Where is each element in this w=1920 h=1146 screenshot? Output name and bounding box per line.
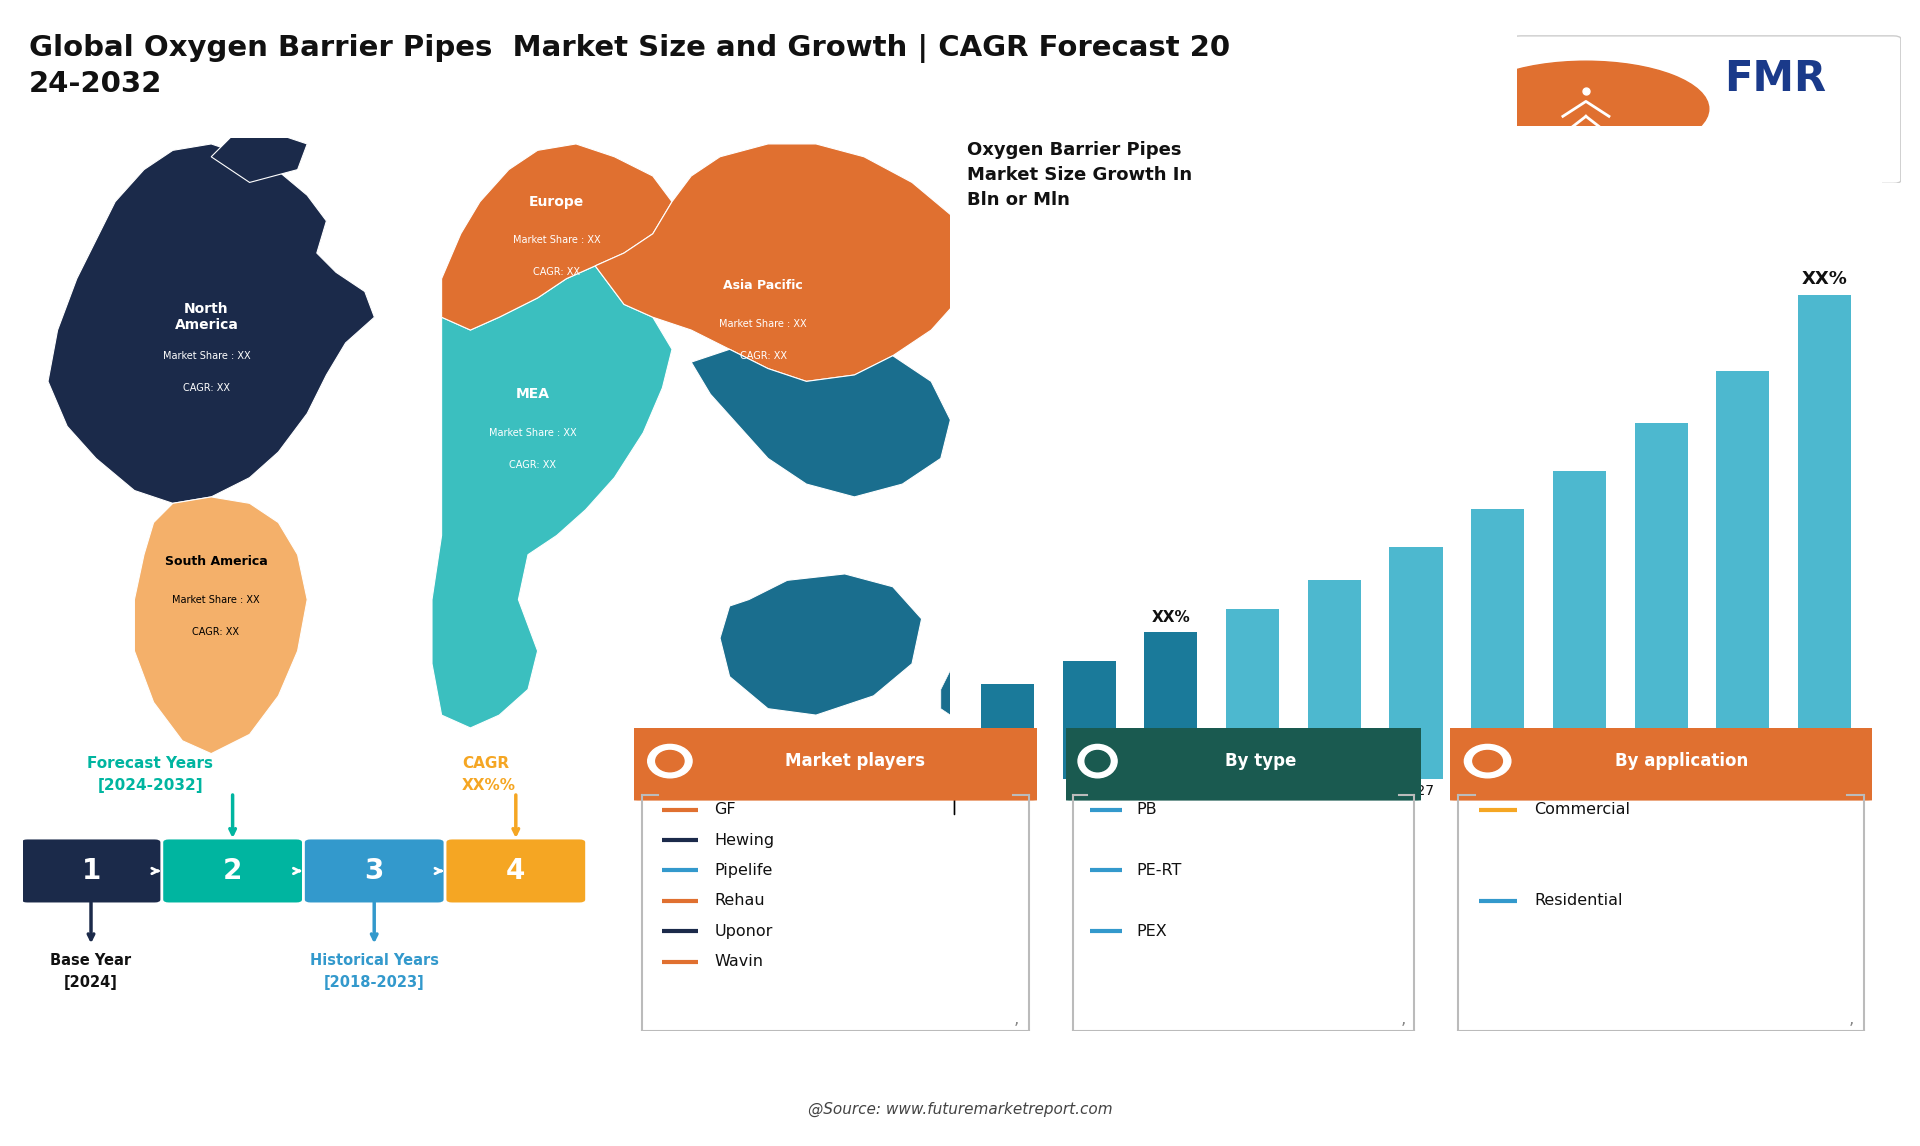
Text: @Source: www.futuremarketreport.com: @Source: www.futuremarketreport.com	[808, 1102, 1112, 1117]
Text: Wavin: Wavin	[714, 955, 764, 970]
Bar	[1634, 424, 1688, 779]
Bar	[1227, 609, 1279, 779]
Text: CAGR: CAGR	[463, 756, 509, 771]
Bar	[1553, 471, 1605, 779]
Polygon shape	[48, 144, 374, 503]
Text: Global Oxygen Barrier Pipes  Market Size and Growth | CAGR Forecast 20
24-2032: Global Oxygen Barrier Pipes Market Size …	[29, 34, 1231, 97]
Text: XX%: XX%	[1152, 610, 1190, 625]
Bar	[1716, 371, 1770, 779]
Text: PE-RT: PE-RT	[1137, 863, 1183, 878]
Text: Market Share : XX: Market Share : XX	[173, 595, 259, 605]
Text: By application: By application	[1615, 752, 1749, 770]
Text: Historical Years: Historical Years	[309, 953, 438, 968]
Bar	[1144, 633, 1198, 779]
Polygon shape	[134, 497, 307, 754]
Text: Market Share : XX: Market Share : XX	[490, 427, 576, 438]
Circle shape	[1077, 745, 1117, 778]
Text: 3: 3	[365, 857, 384, 885]
Circle shape	[647, 745, 691, 778]
Text: Market Share : XX: Market Share : XX	[513, 235, 601, 245]
Text: CAGR: XX: CAGR: XX	[192, 627, 240, 637]
Circle shape	[1473, 751, 1503, 771]
Polygon shape	[691, 350, 950, 497]
Circle shape	[1465, 745, 1511, 778]
Text: CAGR: XX: CAGR: XX	[739, 351, 787, 361]
Polygon shape	[941, 670, 970, 715]
Text: Hewing: Hewing	[714, 833, 774, 848]
Circle shape	[1463, 61, 1709, 157]
Text: ,: ,	[1400, 1011, 1405, 1028]
Text: FMR: FMR	[1724, 58, 1826, 100]
Polygon shape	[211, 131, 307, 182]
Text: MEA: MEA	[516, 387, 549, 401]
Polygon shape	[595, 144, 970, 382]
Text: Pipelife: Pipelife	[714, 863, 772, 878]
FancyBboxPatch shape	[1436, 722, 1885, 801]
Text: CAGR: XX: CAGR: XX	[509, 460, 557, 470]
Text: By type: By type	[1225, 752, 1296, 770]
Text: 1: 1	[81, 857, 100, 885]
Text: Commercial: Commercial	[1534, 802, 1630, 817]
Polygon shape	[432, 266, 672, 728]
Text: Base Year: Base Year	[50, 953, 132, 968]
Text: ,: ,	[1849, 1011, 1853, 1028]
Text: Market Share : XX: Market Share : XX	[720, 319, 806, 329]
Polygon shape	[442, 144, 672, 330]
Text: Asia Pacific: Asia Pacific	[724, 278, 803, 291]
Text: Market players: Market players	[785, 752, 925, 770]
Bar	[981, 684, 1035, 779]
Bar	[1471, 509, 1524, 779]
Bar	[1390, 547, 1442, 779]
Text: [2018-2023]: [2018-2023]	[324, 975, 424, 990]
Bar	[1062, 661, 1116, 779]
FancyBboxPatch shape	[1054, 722, 1432, 801]
FancyBboxPatch shape	[21, 839, 161, 903]
Text: Oxygen Barrier Pipes
Market Size Growth In
Bln or Mln: Oxygen Barrier Pipes Market Size Growth …	[968, 141, 1192, 209]
Text: Forecast Years: Forecast Years	[88, 756, 213, 771]
Text: CAGR: XX: CAGR: XX	[534, 267, 580, 277]
Text: Uponor: Uponor	[714, 924, 772, 939]
FancyBboxPatch shape	[163, 839, 301, 903]
Text: Residential: Residential	[1534, 894, 1622, 909]
Circle shape	[657, 751, 684, 771]
Text: XX%: XX%	[1801, 270, 1847, 289]
Text: 4: 4	[507, 857, 526, 885]
Text: FUTURE MARKET REPORT: FUTURE MARKET REPORT	[1724, 127, 1853, 135]
Text: XX%%: XX%%	[463, 777, 516, 793]
Circle shape	[1085, 751, 1110, 771]
Polygon shape	[720, 574, 922, 715]
Text: [2024]: [2024]	[63, 975, 117, 990]
Text: Market Share : XX: Market Share : XX	[163, 351, 250, 361]
Text: PEX: PEX	[1137, 924, 1167, 939]
FancyBboxPatch shape	[305, 839, 444, 903]
Text: 2: 2	[223, 857, 242, 885]
Text: [2024-2032]: [2024-2032]	[98, 777, 204, 793]
Bar	[1308, 580, 1361, 779]
FancyBboxPatch shape	[447, 839, 586, 903]
Bar	[1797, 296, 1851, 779]
FancyBboxPatch shape	[622, 722, 1048, 801]
Text: GF: GF	[714, 802, 735, 817]
Text: ,: ,	[1014, 1011, 1020, 1028]
Text: Rehau: Rehau	[714, 894, 764, 909]
Text: South America: South America	[165, 555, 267, 567]
Text: CAGR: XX: CAGR: XX	[182, 383, 230, 393]
Text: Europe: Europe	[530, 195, 584, 209]
Text: PB: PB	[1137, 802, 1158, 817]
Text: North
America: North America	[175, 303, 238, 332]
